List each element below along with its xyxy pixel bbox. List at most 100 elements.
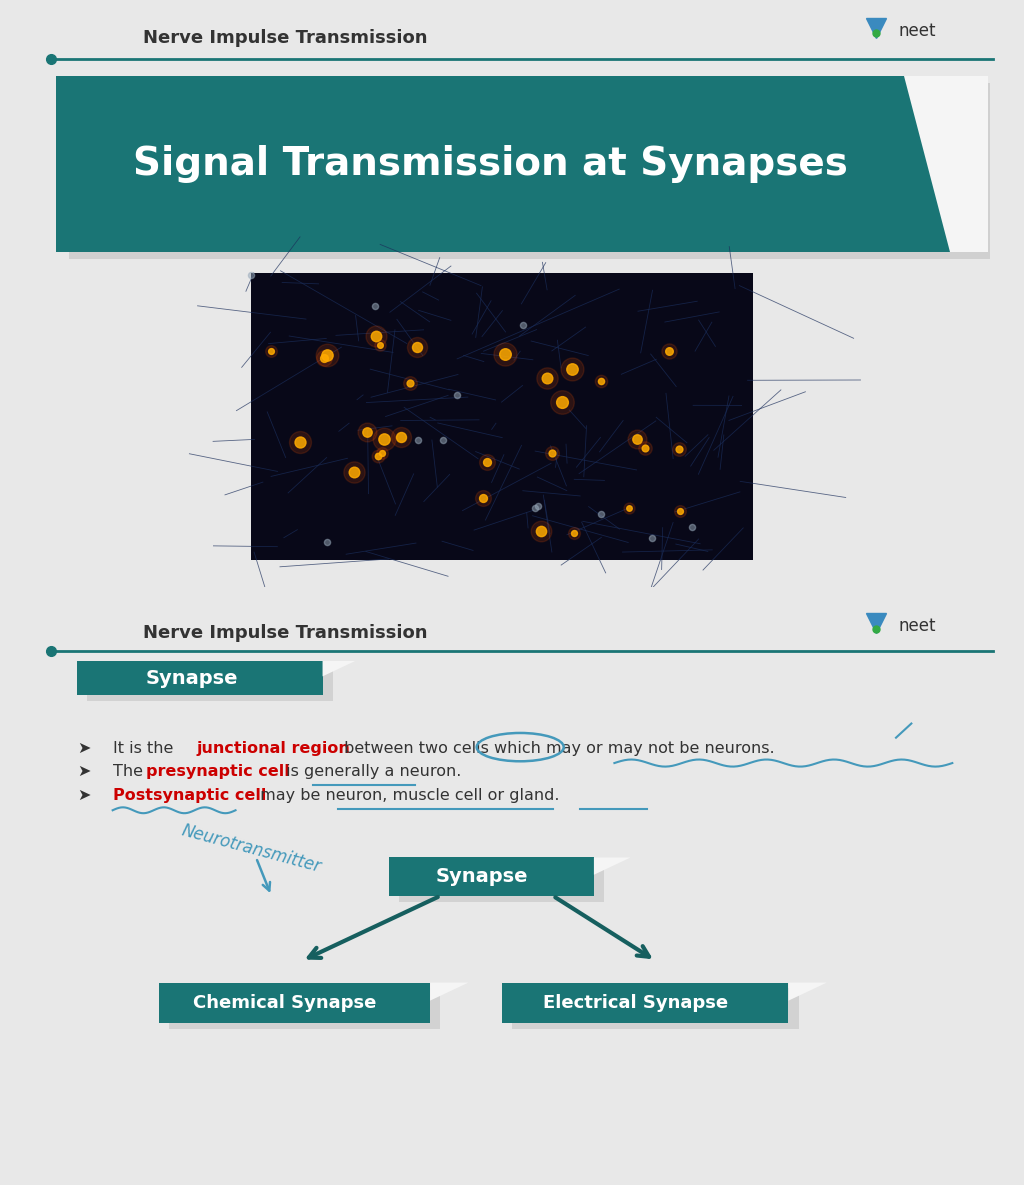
Point: [554, 393, 570, 412]
Point: [475, 488, 492, 507]
Point: [592, 504, 608, 523]
Point: [644, 529, 660, 547]
Point: [684, 518, 700, 537]
FancyBboxPatch shape: [399, 864, 604, 902]
Point: [409, 338, 425, 357]
Text: presynaptic cell: presynaptic cell: [146, 764, 290, 780]
Text: The: The: [113, 764, 147, 780]
Point: [637, 438, 653, 457]
Point: [532, 521, 549, 540]
Point: [409, 338, 425, 357]
Text: Synapse: Synapse: [145, 668, 238, 687]
Point: [263, 341, 280, 360]
Point: [393, 428, 410, 447]
Text: Electrical Synapse: Electrical Synapse: [543, 994, 728, 1012]
Point: [316, 348, 333, 367]
Point: [376, 429, 392, 448]
Point: [593, 372, 609, 391]
Point: [672, 501, 688, 520]
Point: [319, 346, 336, 365]
Point: [346, 462, 362, 481]
Point: [479, 453, 496, 472]
Point: [671, 440, 687, 459]
Point: [526, 499, 543, 518]
FancyBboxPatch shape: [389, 858, 594, 896]
Point: [401, 373, 418, 392]
Text: Nerve Impulse Transmission: Nerve Impulse Transmission: [143, 30, 428, 47]
Point: [539, 369, 555, 387]
Polygon shape: [937, 76, 988, 147]
Point: [621, 499, 637, 518]
Point: [475, 488, 492, 507]
Text: Chemical Synapse: Chemical Synapse: [194, 994, 377, 1012]
Text: junctional region: junctional region: [197, 741, 350, 756]
Text: ➤: ➤: [77, 741, 90, 756]
Point: [532, 521, 549, 540]
FancyBboxPatch shape: [251, 273, 753, 561]
Point: [346, 462, 362, 481]
Polygon shape: [788, 982, 826, 1000]
Point: [565, 524, 582, 543]
Point: [374, 443, 390, 462]
Point: [359, 422, 376, 441]
Text: It is the: It is the: [113, 741, 178, 756]
Point: [370, 447, 386, 466]
Text: may be neuron, muscle cell or gland.: may be neuron, muscle cell or gland.: [255, 788, 560, 803]
Polygon shape: [594, 858, 631, 875]
Point: [368, 326, 384, 345]
Point: [529, 497, 546, 515]
Point: [370, 447, 386, 466]
Point: [672, 501, 688, 520]
Point: [367, 296, 383, 315]
Point: [319, 533, 336, 552]
Point: [497, 344, 513, 363]
Point: [544, 443, 560, 462]
Point: [479, 453, 496, 472]
Point: [292, 433, 308, 451]
Text: Nerve Impulse Transmission: Nerve Impulse Transmission: [143, 624, 428, 642]
Point: [319, 346, 336, 365]
Text: neet: neet: [898, 616, 936, 634]
FancyBboxPatch shape: [69, 83, 990, 260]
Point: [359, 422, 376, 441]
Point: [449, 386, 465, 405]
Point: [316, 348, 333, 367]
Point: [660, 342, 677, 361]
Point: [564, 360, 581, 379]
Point: [564, 360, 581, 379]
Point: [374, 443, 390, 462]
FancyBboxPatch shape: [512, 988, 799, 1029]
FancyBboxPatch shape: [87, 667, 333, 702]
Point: [621, 499, 637, 518]
Point: [263, 341, 280, 360]
Point: [393, 428, 410, 447]
Text: ➤: ➤: [77, 764, 90, 780]
Point: [497, 344, 513, 363]
Point: [565, 524, 582, 543]
Text: ➤: ➤: [77, 788, 90, 803]
Text: neet: neet: [898, 21, 936, 39]
Point: [554, 393, 570, 412]
Text: Signal Transmission at Synapses: Signal Transmission at Synapses: [133, 146, 848, 184]
Point: [629, 429, 645, 448]
Polygon shape: [323, 661, 355, 677]
Point: [637, 438, 653, 457]
Polygon shape: [430, 982, 468, 1000]
Point: [243, 265, 259, 284]
Point: [376, 429, 392, 448]
Polygon shape: [904, 76, 988, 252]
FancyBboxPatch shape: [159, 982, 430, 1023]
Point: [629, 429, 645, 448]
Text: Neurotransmitter: Neurotransmitter: [179, 821, 323, 876]
FancyBboxPatch shape: [502, 982, 788, 1023]
Point: [372, 335, 388, 354]
Text: is generally a neuron.: is generally a neuron.: [281, 764, 461, 780]
Text: Synapse: Synapse: [436, 867, 528, 886]
Point: [410, 430, 426, 449]
Point: [372, 335, 388, 354]
Point: [671, 440, 687, 459]
Point: [515, 315, 531, 334]
Point: [435, 430, 452, 449]
Point: [539, 369, 555, 387]
Text: between two cells which may or may not be neurons.: between two cells which may or may not b…: [339, 741, 775, 756]
